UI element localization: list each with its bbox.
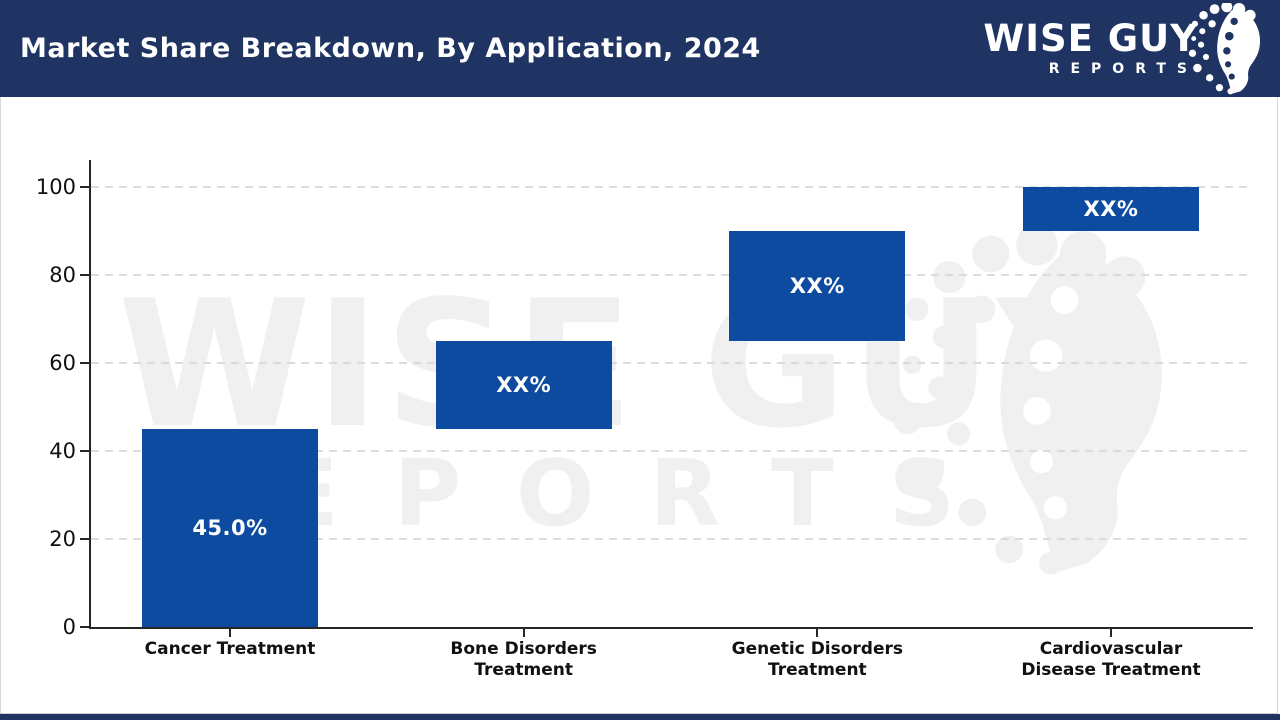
x-axis-label-line: Disease Treatment <box>1021 660 1201 680</box>
y-tick <box>80 626 89 628</box>
bar-value-label: XX% <box>1083 196 1139 221</box>
brand-logo: WISE GUY REPORTS <box>983 2 1280 95</box>
bar-value-label: XX% <box>789 273 845 298</box>
brand-name: WISE GUY <box>983 16 1198 60</box>
app-header: Market Share Breakdown, By Application, … <box>0 0 1280 97</box>
y-tick <box>80 449 89 452</box>
y-tick <box>80 185 89 188</box>
x-axis-label-line: Cancer Treatment <box>144 639 316 659</box>
x-tick <box>522 629 525 637</box>
bar: XX% <box>435 340 612 429</box>
watermark-face-icon <box>893 228 1162 575</box>
x-axis-label: Bone Disorders Treatment <box>374 639 674 681</box>
grid-line <box>91 185 1253 188</box>
grid-line <box>91 449 1253 452</box>
grid-line <box>91 361 1253 364</box>
bar: XX% <box>1023 186 1199 231</box>
x-axis-label-line: Treatment <box>474 660 574 680</box>
bar-value-label: 45.0% <box>192 515 268 540</box>
y-tick-label: 40 <box>49 438 76 463</box>
y-tick-label: 20 <box>49 526 76 551</box>
x-axis-label-line: Bone Disorders <box>450 639 597 659</box>
grid-line <box>91 537 1253 540</box>
bar: XX% <box>729 230 906 341</box>
x-axis-label-line: Treatment <box>767 660 867 680</box>
x-axis-label: Cancer Treatment <box>80 639 380 660</box>
y-tick-label: 0 <box>62 615 76 639</box>
x-tick <box>1110 629 1112 637</box>
x-tick <box>816 629 819 637</box>
y-tick-label: 80 <box>49 262 76 287</box>
brand-text: WISE GUY REPORTS <box>983 16 1198 78</box>
bar-value-label: XX% <box>496 372 552 397</box>
footer-bar <box>0 714 1280 720</box>
y-tick <box>80 273 89 276</box>
x-axis-spine <box>89 627 1253 629</box>
brand-subtitle: REPORTS <box>1048 60 1198 77</box>
x-axis-label: Cardiovascular Disease Treatment <box>961 639 1261 681</box>
y-axis-spine <box>89 160 91 629</box>
x-tick <box>229 629 231 637</box>
x-axis-label-line: Cardiovascular <box>1039 639 1183 659</box>
bar: 45.0% <box>142 428 318 627</box>
y-tick-label: 60 <box>49 350 76 375</box>
page-title: Market Share Breakdown, By Application, … <box>20 33 761 64</box>
y-tick <box>80 361 89 364</box>
y-tick <box>80 537 89 540</box>
x-axis-label: Genetic Disorders Treatment <box>667 639 967 681</box>
x-axis-label-line: Genetic Disorders <box>731 639 904 659</box>
y-tick-label: 100 <box>35 174 76 199</box>
brand-face-icon <box>1188 2 1261 94</box>
grid-line <box>91 273 1253 276</box>
